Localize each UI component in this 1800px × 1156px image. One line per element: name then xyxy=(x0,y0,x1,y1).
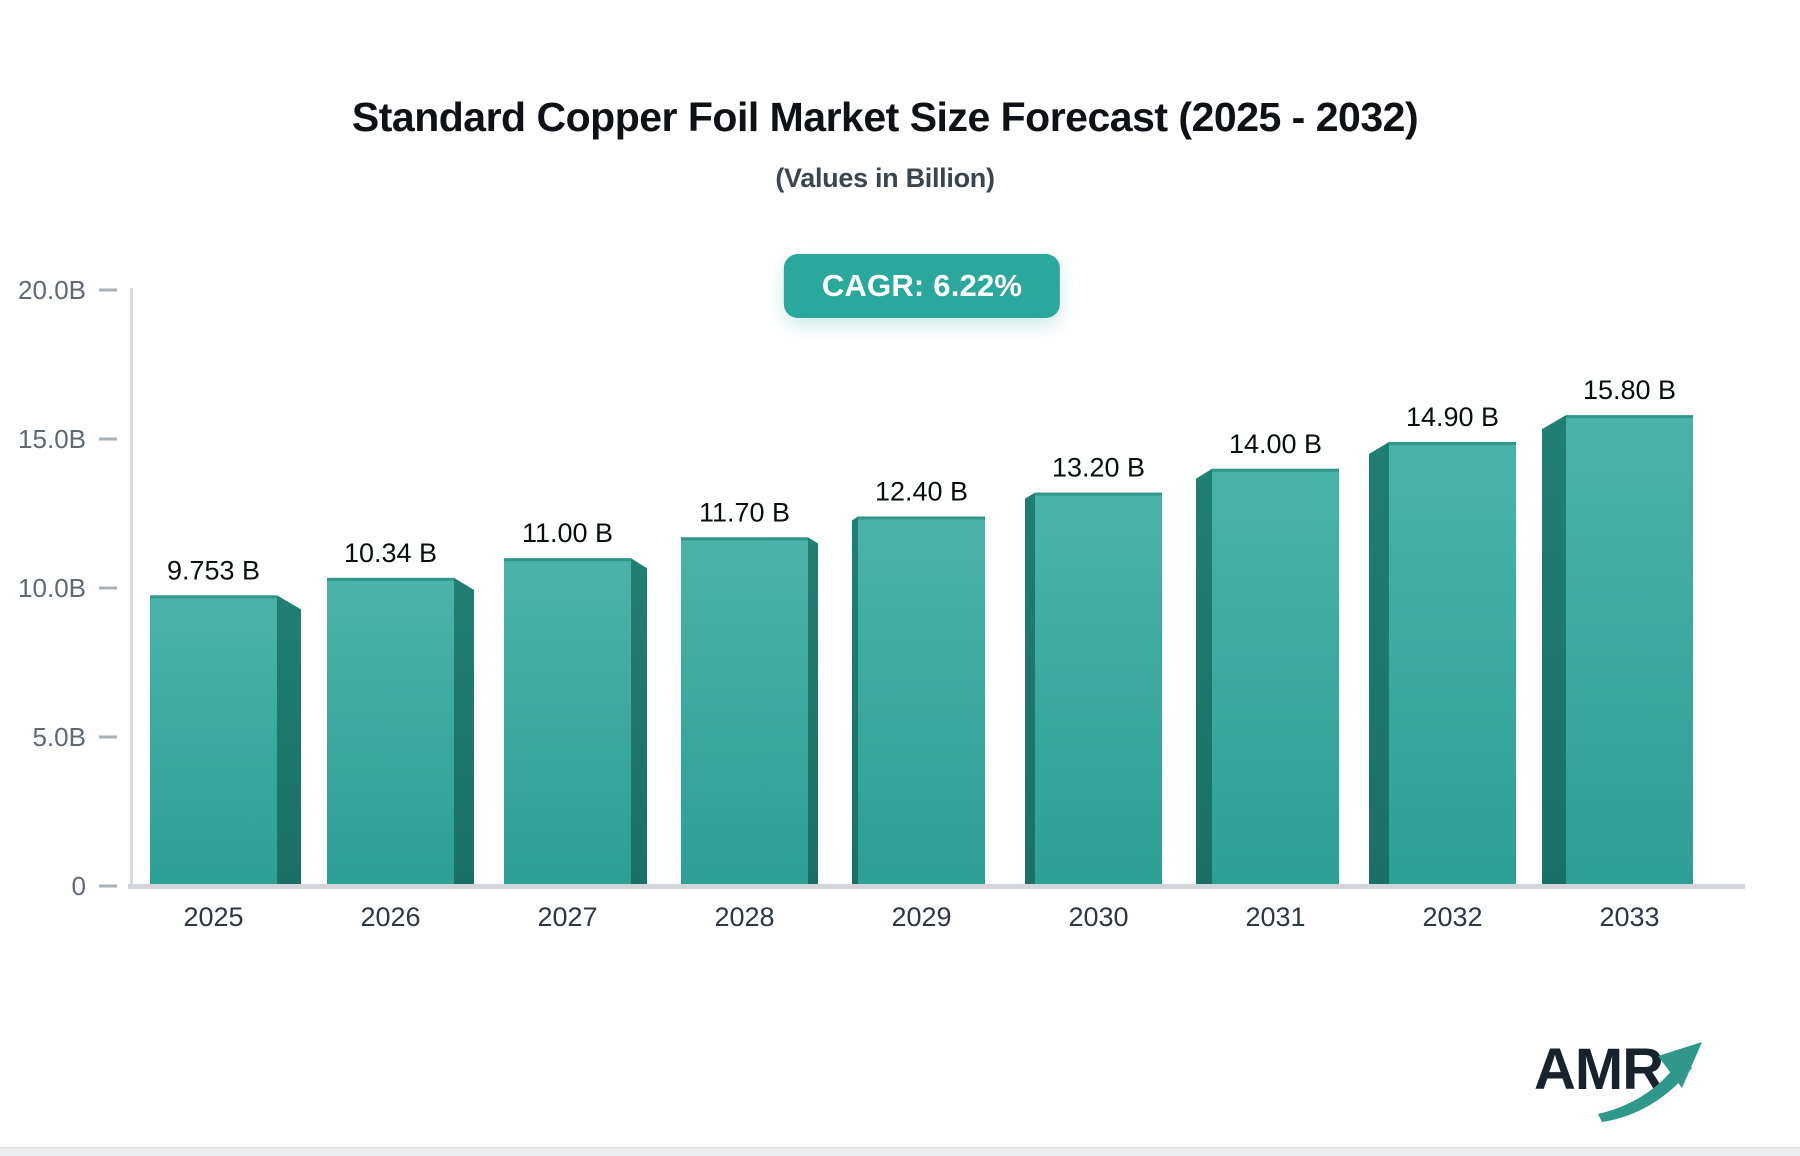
bar-value-label: 9.753 B xyxy=(167,555,260,585)
bar-side-face xyxy=(277,595,301,886)
bar-value-label: 10.34 B xyxy=(344,538,437,568)
y-tick-label: 10.0B xyxy=(18,573,86,603)
bar-value-label: 11.00 B xyxy=(522,518,613,548)
bar-top-edge xyxy=(1389,441,1516,445)
cagr-badge: CAGR: 6.22% xyxy=(783,254,1061,318)
bar-value-label: 12.40 B xyxy=(875,476,968,506)
x-tick-label-2028: 2028 xyxy=(714,902,774,932)
x-tick-label-2030: 2030 xyxy=(1068,902,1128,932)
bar-side-face xyxy=(1369,441,1389,886)
x-tick-label-2031: 2031 xyxy=(1245,902,1305,932)
bar-value-label: 14.00 B xyxy=(1229,429,1322,459)
bar-2032 xyxy=(1389,441,1516,886)
bar-2028 xyxy=(681,537,808,886)
bar-top-edge xyxy=(1566,415,1693,419)
bar-top-edge xyxy=(327,577,454,581)
bar-value-label: 11.70 B xyxy=(699,497,790,527)
growth-arrow-icon xyxy=(1598,1042,1702,1122)
amr-logo: AMR xyxy=(1534,1030,1724,1130)
bar-2030 xyxy=(1035,492,1162,886)
amr-logo-text: AMR xyxy=(1534,1037,1664,1102)
bar-2027 xyxy=(504,558,631,886)
page-bottom-edge xyxy=(0,1147,1800,1156)
bar-side-face xyxy=(631,558,647,886)
bar-side-face xyxy=(1542,415,1566,886)
bar-2033 xyxy=(1566,415,1693,886)
bar-top-edge xyxy=(150,595,277,599)
x-tick-label-2033: 2033 xyxy=(1599,902,1659,932)
y-tick-label: 20.0B xyxy=(18,275,86,305)
bar-side-face xyxy=(1196,468,1212,886)
x-tick-label-2026: 2026 xyxy=(360,902,420,932)
page-subtitle: (Values in Billion) xyxy=(775,163,995,193)
bar-2031 xyxy=(1212,468,1339,886)
bar-top-edge xyxy=(1212,468,1339,472)
bar-side-face xyxy=(852,516,858,886)
bar-top-edge xyxy=(504,558,631,562)
x-tick-label-2029: 2029 xyxy=(891,902,951,932)
x-tick-label-2025: 2025 xyxy=(183,902,243,932)
bar-value-label: 15.80 B xyxy=(1583,375,1676,405)
y-tick-label: 0 xyxy=(72,871,86,901)
bar-2026 xyxy=(327,577,454,886)
y-tick-label: 5.0B xyxy=(33,722,87,752)
chart-header: Standard Copper Foil Market Size Forecas… xyxy=(0,94,1770,194)
bar-2025 xyxy=(150,595,277,886)
x-axis-line xyxy=(128,884,1745,889)
bar-side-face xyxy=(808,537,818,886)
bar-2029 xyxy=(858,516,985,886)
bar-side-face xyxy=(1025,492,1035,886)
bar-value-label: 13.20 B xyxy=(1052,453,1145,483)
bar-side-face xyxy=(454,577,474,886)
x-tick-label-2027: 2027 xyxy=(537,902,597,932)
x-tick-label-2032: 2032 xyxy=(1422,902,1482,932)
bar-top-edge xyxy=(1035,492,1162,496)
page-title: Standard Copper Foil Market Size Forecas… xyxy=(351,94,1419,140)
y-tick-label: 15.0B xyxy=(18,424,86,454)
bar-value-label: 14.90 B xyxy=(1406,402,1499,432)
bar-top-edge xyxy=(681,537,808,541)
bar-top-edge xyxy=(858,516,985,520)
